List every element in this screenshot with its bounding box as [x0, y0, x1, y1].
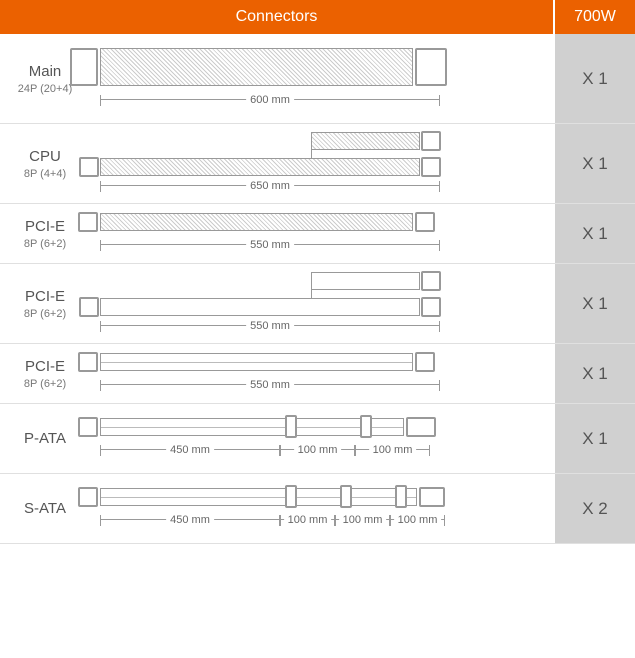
table-row: Main 24P (20+4) 600 mm X 1 [0, 34, 635, 124]
dimension-label: 450 mm [166, 444, 214, 456]
cable-diagram: 550 mm [90, 204, 553, 263]
connector-title: PCI-E [25, 218, 65, 235]
dimension-label: 100 mm [394, 514, 442, 526]
cable-diagram: 650 mm [90, 124, 553, 203]
dimension-segment: 550 mm [100, 244, 440, 245]
dimension-line: 550 mm [100, 235, 543, 255]
dimension-label: 550 mm [246, 379, 294, 391]
connector-title: S-ATA [24, 500, 66, 517]
connector-title: PCI-E [25, 358, 65, 375]
count-cell: X 1 [555, 34, 635, 123]
dimension-segment: 450 mm [100, 449, 280, 450]
connector-title: PCI-E [25, 288, 65, 305]
dimension-segment: 450 mm [100, 519, 280, 520]
header-connectors: Connectors [0, 0, 553, 34]
connector-table: Connectors 700W Main24P (20+4)600 mmX 1C… [0, 0, 635, 544]
row-label: CPU 8P (4+4) [0, 124, 90, 203]
dimension-segment: 100 mm [280, 449, 355, 450]
connector-subtitle: 8P (6+2) [24, 238, 66, 250]
cable-diagram: 550 mm [90, 344, 553, 403]
dimension-label: 650 mm [246, 180, 294, 192]
dimension-label: 100 mm [339, 514, 387, 526]
cable-diagram: 600 mm [90, 34, 553, 123]
count-cell: X 1 [555, 204, 635, 263]
dimension-segment: 100 mm [390, 519, 445, 520]
dimension-segment: 100 mm [355, 449, 430, 450]
count-cell: X 1 [555, 404, 635, 473]
dimension-line: 600 mm [100, 90, 543, 110]
row-label: PCI-E 8P (6+2) [0, 204, 90, 263]
connector-title: P-ATA [24, 430, 66, 447]
connector-title: CPU [29, 148, 61, 165]
dimension-label: 450 mm [166, 514, 214, 526]
dimension-line: 650 mm [100, 176, 543, 195]
dimension-segment: 600 mm [100, 99, 440, 100]
dimension-line: 450 mm100 mm100 mm100 mm [100, 510, 543, 530]
table-row: P-ATA450 mm100 mm100 mmX 1 [0, 404, 635, 474]
connector-subtitle: 8P (6+2) [24, 308, 66, 320]
row-label: PCI-E 8P (6+2) [0, 264, 90, 343]
dimension-line: 450 mm100 mm100 mm [100, 440, 543, 460]
dimension-label: 600 mm [246, 94, 294, 106]
dimension-segment: 550 mm [100, 384, 440, 385]
row-label: S-ATA [0, 474, 90, 543]
cable-diagram: 450 mm100 mm100 mm [90, 404, 553, 473]
connector-title: Main [29, 63, 62, 80]
dimension-label: 550 mm [246, 239, 294, 251]
table-row: S-ATA450 mm100 mm100 mm100 mmX 2 [0, 474, 635, 544]
row-label: PCI-E 8P (6+2) [0, 344, 90, 403]
dimension-segment: 100 mm [280, 519, 335, 520]
dimension-segment: 100 mm [335, 519, 390, 520]
connector-subtitle: 8P (6+2) [24, 378, 66, 390]
dimension-segment: 650 mm [100, 185, 440, 186]
row-label: P-ATA [0, 404, 90, 473]
dimension-label: 100 mm [294, 444, 342, 456]
dimension-line: 550 mm [100, 375, 543, 395]
connector-subtitle: 8P (4+4) [24, 168, 66, 180]
count-cell: X 2 [555, 474, 635, 543]
connector-subtitle: 24P (20+4) [18, 83, 73, 95]
dimension-label: 100 mm [284, 514, 332, 526]
table-row: PCI-E 8P (6+2) 550 mm X 1 [0, 264, 635, 344]
count-cell: X 1 [555, 264, 635, 343]
table-row: PCI-E 8P (6+2) 550 mm X 1 [0, 204, 635, 264]
dimension-line: 550 mm [100, 316, 543, 335]
table-row: PCI-E 8P (6+2) 550 mm X 1 [0, 344, 635, 404]
dimension-segment: 550 mm [100, 325, 440, 326]
header-wattage: 700W [555, 0, 635, 34]
cable-diagram: 450 mm100 mm100 mm100 mm [90, 474, 553, 543]
table-row: CPU 8P (4+4) 650 mm X 1 [0, 124, 635, 204]
dimension-label: 100 mm [369, 444, 417, 456]
dimension-label: 550 mm [246, 320, 294, 332]
cable-diagram: 550 mm [90, 264, 553, 343]
count-cell: X 1 [555, 124, 635, 203]
table-header: Connectors 700W [0, 0, 635, 34]
count-cell: X 1 [555, 344, 635, 403]
